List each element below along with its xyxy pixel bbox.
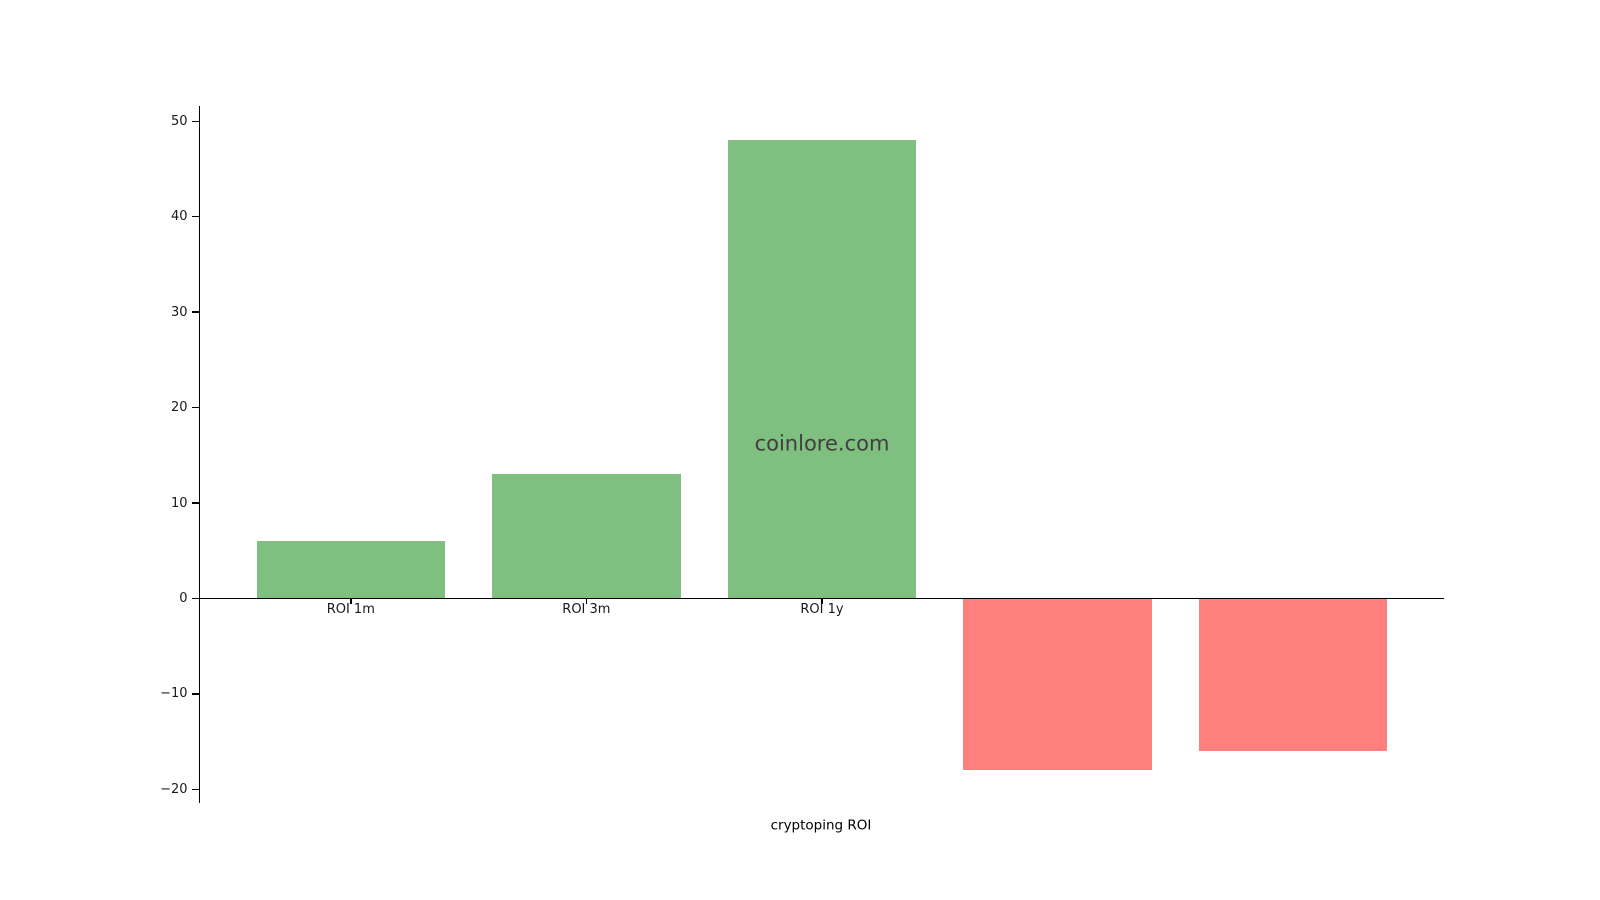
x-tick-mark — [350, 599, 352, 605]
y-tick-label: 50 — [170, 113, 188, 129]
bar-roi-1m — [256, 541, 446, 599]
y-tick-label: 20 — [170, 400, 188, 416]
y-axis-line — [198, 106, 200, 803]
x-axis-title: cryptoping ROI — [770, 817, 872, 834]
x-axis-line — [200, 597, 1444, 600]
y-tick-mark — [191, 406, 199, 409]
watermark-text: coinlore.com — [754, 431, 890, 456]
bar-roi-1y — [727, 140, 917, 599]
y-tick-mark — [191, 215, 199, 218]
y-tick-label: 10 — [170, 495, 188, 511]
y-tick-label: 0 — [179, 591, 188, 606]
x-tick-label: ROI 1y — [800, 602, 844, 617]
y-tick-mark — [191, 788, 199, 791]
y-tick-label: −20 — [160, 781, 188, 797]
y-tick-mark — [191, 597, 199, 600]
x-tick-mark — [821, 599, 823, 605]
y-tick-mark — [191, 120, 199, 123]
y-tick-label: −10 — [160, 686, 188, 702]
y-tick-mark — [191, 311, 199, 313]
x-tick-label: ROI 1m — [326, 602, 375, 617]
bar-roi-3m — [492, 474, 681, 599]
y-tick-mark — [191, 693, 199, 695]
x-tick-label: ROI 3m — [562, 602, 611, 617]
y-tick-label: 30 — [170, 304, 188, 320]
bar-unlabeled-3 — [963, 598, 1152, 771]
x-tick-mark — [585, 599, 588, 605]
y-tick-mark — [191, 502, 199, 504]
y-tick-label: 40 — [170, 209, 188, 225]
bar-unlabeled-4 — [1198, 598, 1388, 752]
